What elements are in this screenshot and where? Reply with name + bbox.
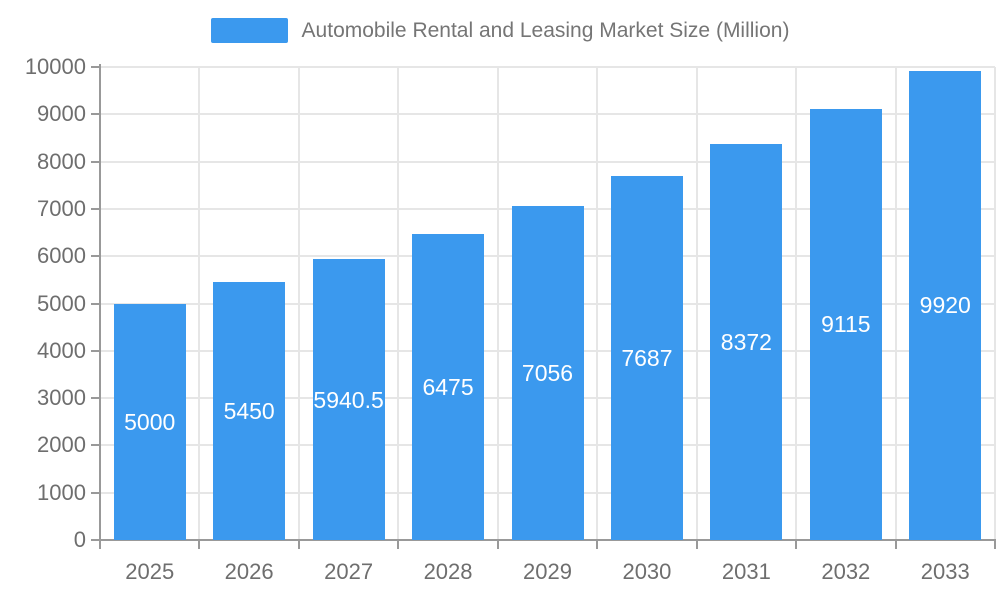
y-axis-tick-label: 8000 [37,148,86,174]
x-axis-tick [994,540,996,549]
y-axis-tick [91,397,100,400]
x-axis-tick-label: 2027 [324,559,374,584]
x-axis-tick [397,540,400,549]
x-axis-tick [596,540,599,549]
x-gridline [695,67,698,540]
bar-value-label: 8372 [720,329,772,355]
legend-label: Automobile Rental and Leasing Market Siz… [301,18,790,42]
x-gridline [994,67,996,540]
y-axis-line [99,64,101,549]
y-gridline [100,160,995,163]
y-axis-tick-label: 4000 [37,337,86,363]
bar [312,259,385,540]
y-axis-tick-label: 10000 [24,54,86,79]
x-axis-tick-label: 2033 [920,559,970,584]
x-axis-tick-label: 2025 [125,559,175,584]
y-gridline [100,113,995,116]
y-axis-tick-label: 7000 [37,195,86,221]
y-axis-tick [91,302,100,305]
x-gridline [795,67,798,540]
bar-value-label: 7056 [521,360,574,387]
y-axis-tick [91,66,100,68]
x-axis-tick [99,540,101,549]
x-gridline [297,67,300,540]
bar [610,176,683,540]
bar [412,233,485,540]
bar-value-label: 9920 [919,292,971,319]
bar [909,70,982,540]
x-gridline [198,67,201,540]
y-axis-tick [91,444,100,447]
y-axis-tick [91,349,100,352]
y-axis-tick-label: 2000 [37,432,86,458]
legend-item[interactable]: Automobile Rental and Leasing Market Siz… [0,18,1000,43]
bar-value-label: 7687 [621,345,673,372]
y-axis-tick-label: 0 [73,527,86,552]
x-axis-tick-label: 2031 [721,559,771,584]
x-gridline [894,67,897,540]
y-axis-tick [91,113,100,116]
bar [113,303,186,540]
bar-value-label: 9115 [821,311,871,338]
x-gridline [596,67,599,540]
x-gridline [496,67,499,540]
bar-value-label: 5940.5 [313,386,384,413]
y-axis-tick-label: 9000 [37,101,86,127]
x-axis-tick [894,540,897,549]
x-axis-tick [795,540,798,549]
y-gridline [100,66,995,68]
y-axis-tick-label: 1000 [37,479,86,505]
bar [213,282,286,540]
y-axis-tick-label: 3000 [37,385,86,411]
x-axis-tick-label: 2028 [423,559,473,584]
y-axis-tick [91,207,100,210]
x-axis-tick-label: 2026 [224,559,274,584]
y-axis-tick-label: 5000 [37,290,86,316]
bar-value-label: 5000 [124,408,176,435]
y-axis-tick [91,160,100,163]
x-axis-tick [198,540,201,549]
x-axis-tick [297,540,300,549]
x-axis-line [99,539,996,541]
x-axis-tick-label: 2032 [821,559,871,584]
bar-value-label: 6475 [422,373,474,400]
y-axis-tick [91,539,100,541]
x-axis-tick-label: 2030 [622,559,672,584]
legend-swatch [210,18,288,43]
x-axis-tick [695,540,698,549]
y-axis-tick [91,491,100,494]
x-axis-tick-label: 2029 [523,559,572,584]
bar [710,144,783,540]
bar [511,206,584,540]
y-axis-tick [91,255,100,258]
bar-value-label: 5450 [223,398,275,425]
bar [809,108,882,540]
y-axis-tick-label: 6000 [37,243,86,269]
x-axis-tick [496,540,499,549]
x-gridline [397,67,400,540]
